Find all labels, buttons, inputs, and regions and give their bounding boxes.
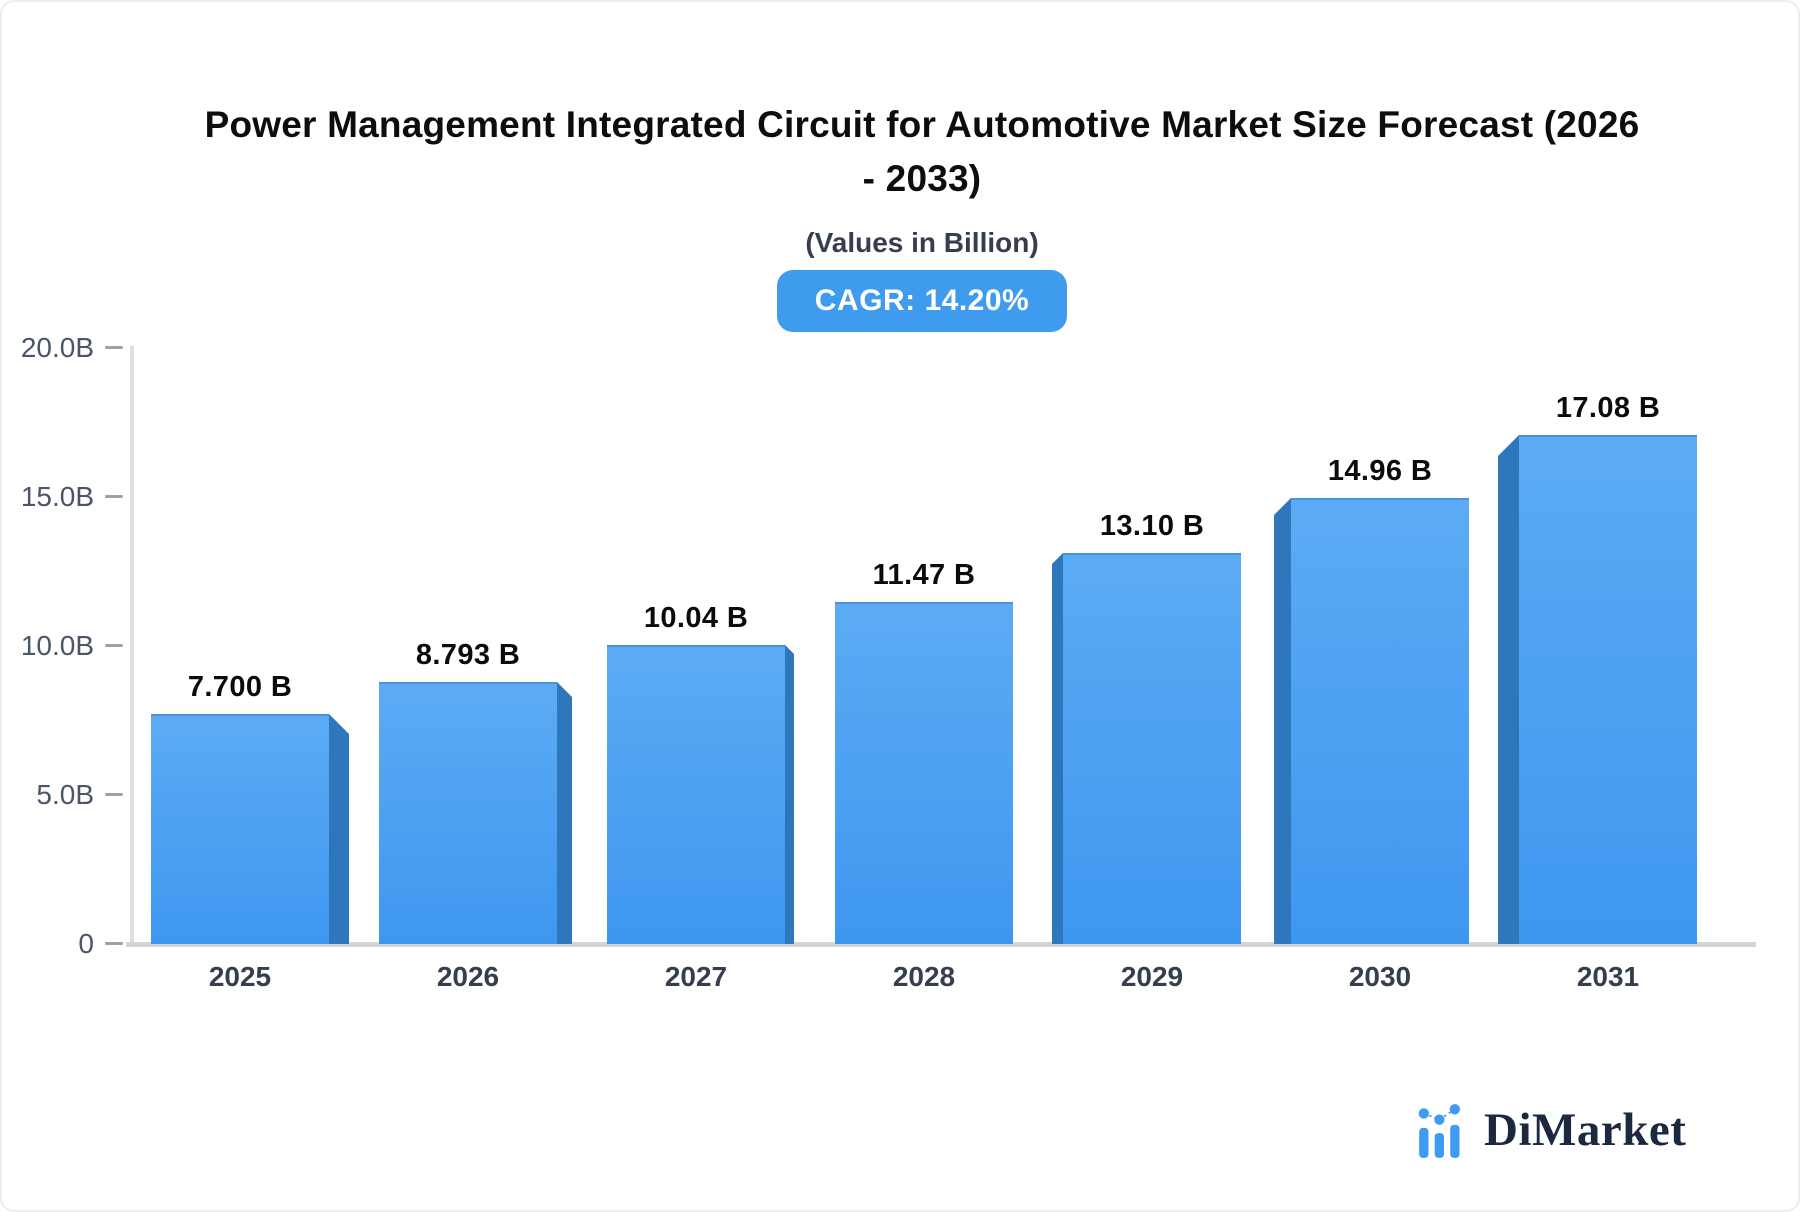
bar-side-face [1274, 498, 1291, 944]
bar-side-face [329, 714, 349, 944]
x-axis-line [126, 942, 1756, 947]
x-axis-label: 2029 [1120, 961, 1184, 992]
x-axis-label: 2031 [1576, 961, 1640, 992]
bar-2026[interactable] [379, 682, 557, 944]
y-tick-mark [105, 346, 123, 349]
bar-value-label: 13.10 B [1099, 510, 1205, 542]
cagr-badge: CAGR: 14.20% [776, 270, 1068, 332]
bar-side-face [1052, 553, 1063, 944]
y-axis-line [130, 346, 134, 947]
brand-logo-text: DiMarket [1484, 1104, 1687, 1156]
bar-2029[interactable] [1063, 553, 1241, 944]
x-axis-label: 2025 [208, 961, 272, 992]
brand-logo-icon [1418, 1104, 1461, 1158]
chart-header: Power Management Integrated Circuit for … [2, 2, 1798, 332]
bar-2025[interactable] [151, 714, 329, 944]
bar-value-label: 8.793 B [415, 639, 521, 671]
bar-value-label: 14.96 B [1327, 455, 1433, 487]
bar-2031[interactable] [1519, 435, 1697, 944]
chart-subtitle: (Values in Billion) [805, 227, 1039, 258]
x-axis-label: 2030 [1348, 961, 1412, 992]
bar-side-face [1498, 435, 1519, 944]
chart-title-line1: Power Management Integrated Circuit for … [204, 104, 1640, 145]
bar-side-face [785, 645, 794, 944]
bar-value-label: 11.47 B [872, 559, 976, 591]
bar-value-label: 7.700 B [187, 671, 293, 703]
y-axis-tick-label: 10.0B [20, 630, 94, 661]
y-axis-tick-label: 20.0B [20, 332, 94, 363]
y-tick-mark [105, 495, 123, 498]
bar-value-label: 10.04 B [643, 602, 749, 634]
bar-2028[interactable] [835, 602, 1013, 944]
bar-2030[interactable] [1291, 498, 1469, 944]
y-tick-mark [105, 942, 123, 945]
bar-side-face [557, 682, 572, 944]
y-tick-mark [105, 793, 123, 796]
y-axis-tick-label: 5.0B [36, 779, 94, 810]
brand-logo[interactable]: DiMarket [1417, 1095, 1686, 1165]
x-axis-label: 2027 [664, 961, 728, 992]
x-axis-label: 2028 [892, 961, 956, 992]
chart-title-line2: - 2033) [862, 158, 982, 199]
bar-value-label: 17.08 B [1555, 392, 1661, 424]
y-axis-tick-label: 15.0B [20, 481, 94, 512]
y-tick-mark [105, 644, 123, 647]
x-axis-label: 2026 [436, 961, 500, 992]
y-axis-tick-label: 0 [78, 928, 94, 959]
chart-title: Power Management Integrated Circuit for … [46, 98, 1798, 206]
bar-2027[interactable] [607, 645, 785, 944]
